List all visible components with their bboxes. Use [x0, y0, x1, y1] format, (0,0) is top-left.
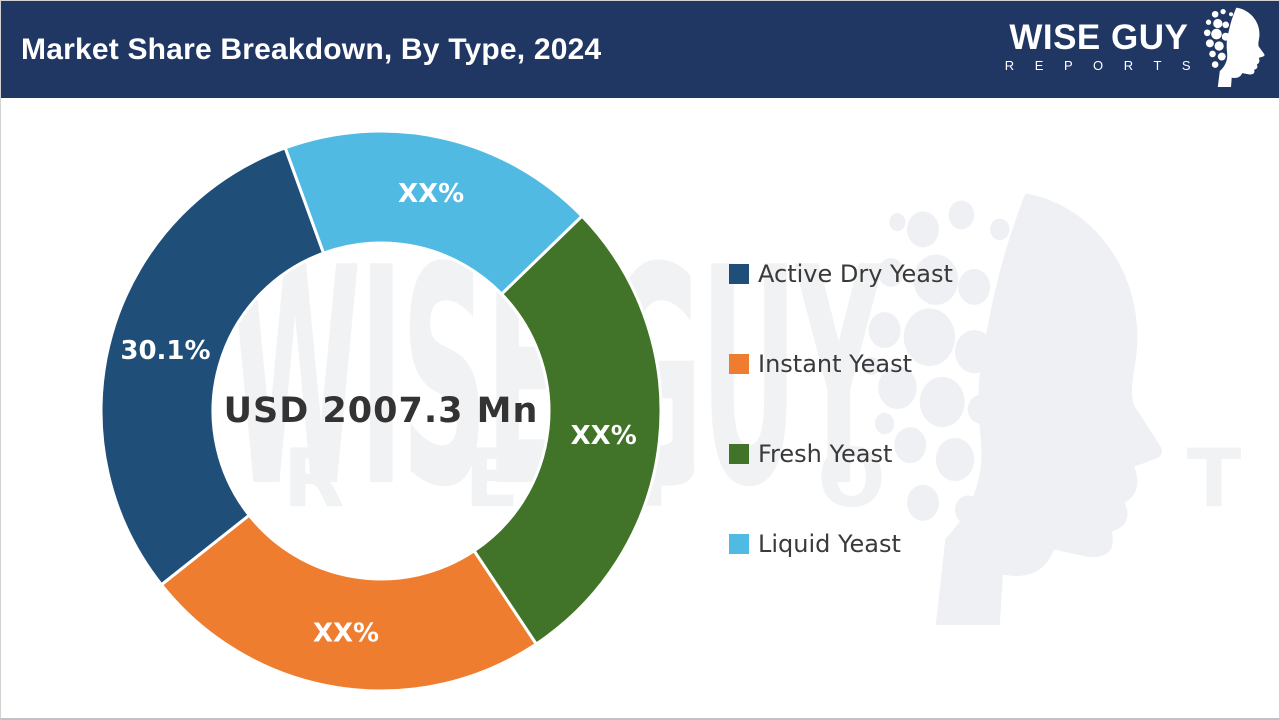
page-title: Market Share Breakdown, By Type, 2024 [21, 32, 602, 66]
legend-swatch-icon [729, 534, 749, 554]
legend-swatch-icon [729, 444, 749, 464]
legend-swatch-icon [729, 354, 749, 374]
header-bar: Market Share Breakdown, By Type, 2024 WI… [1, 1, 1279, 98]
chart-center-value: USD 2007.3 Mn [223, 391, 539, 431]
segment-label: 30.1% [120, 336, 210, 366]
logo-text: WISE GUY R E P O R T S [999, 17, 1199, 74]
segment-active-dry-yeast [99, 145, 326, 587]
legend-swatch-icon [729, 264, 749, 284]
wiseguy-logo: WISE GUY R E P O R T S [999, 5, 1269, 87]
segment-fresh-yeast [472, 213, 663, 647]
segment-instant-yeast [159, 513, 539, 693]
legend-item-instant-yeast: Instant Yeast [729, 352, 953, 376]
logo-brand-name: WISE GUY [1009, 17, 1189, 57]
legend-label: Instant Yeast [758, 350, 913, 378]
segment-liquid-yeast [283, 129, 585, 297]
logo-brand-sub: R E P O R T S [1004, 58, 1199, 74]
segment-label: XX% [571, 421, 637, 451]
legend-item-active-dry-yeast: Active Dry Yeast [729, 262, 953, 286]
legend-item-fresh-yeast: Fresh Yeast [729, 442, 953, 466]
legend-label: Liquid Yeast [758, 530, 901, 558]
segment-label: XX% [313, 618, 379, 648]
legend-item-liquid-yeast: Liquid Yeast [729, 532, 953, 556]
donut-chart: 30.1% XX% XX% XX% [99, 129, 663, 693]
segment-label: XX% [398, 179, 464, 209]
logo-head-icon [1203, 7, 1265, 87]
legend-label: Active Dry Yeast [758, 260, 953, 288]
chart-legend: Active Dry Yeast Instant Yeast Fresh Yeast… [729, 262, 953, 622]
legend-label: Fresh Yeast [758, 440, 893, 468]
